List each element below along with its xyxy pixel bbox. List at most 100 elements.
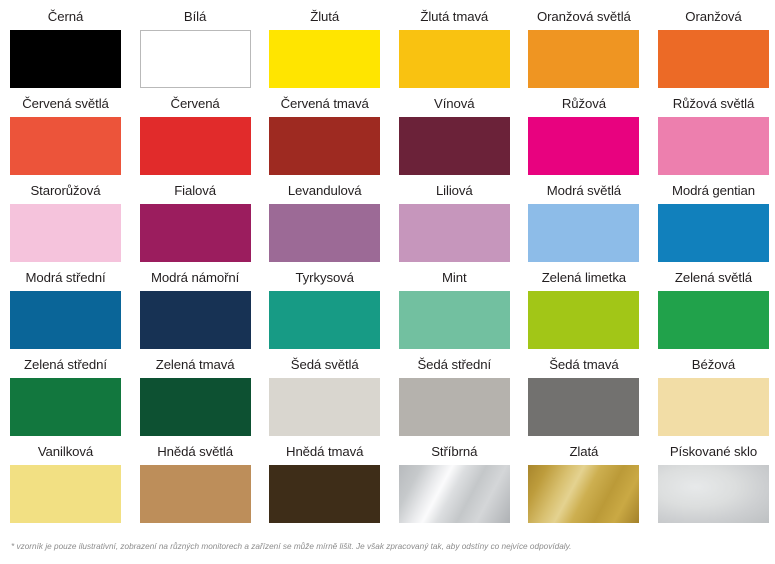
swatch-cell: Levandulová — [269, 178, 381, 265]
color-chip — [10, 465, 121, 523]
color-chip — [139, 465, 251, 523]
swatch-label: Modrá námořní — [151, 270, 240, 285]
swatch-label: Vínová — [434, 96, 475, 111]
swatch-cell: Oranžová světlá — [528, 4, 640, 91]
swatch-cell: Modrá gentian — [657, 178, 769, 265]
color-chip — [10, 117, 121, 175]
swatch-cell: Modrá námořní — [139, 265, 251, 352]
swatch-label: Hnědá světlá — [157, 444, 233, 459]
color-chip — [10, 291, 121, 349]
color-chip — [269, 30, 381, 88]
color-chip — [269, 291, 381, 349]
color-chip — [528, 204, 640, 262]
swatch-label: Žlutá — [310, 9, 340, 24]
swatch-cell: Šedá světlá — [269, 352, 381, 439]
color-chip — [528, 291, 640, 349]
swatch-cell: Červená tmavá — [269, 91, 381, 178]
color-chip — [528, 465, 640, 523]
swatch-label: Mint — [442, 270, 467, 285]
swatch-cell: Vínová — [398, 91, 510, 178]
swatch-cell: Zlatá — [528, 439, 640, 526]
color-chip — [398, 465, 510, 523]
color-chip — [269, 204, 381, 262]
swatch-cell: Zelená limetka — [528, 265, 640, 352]
swatch-cell: Mint — [398, 265, 510, 352]
color-chip — [657, 30, 769, 88]
color-chip — [269, 117, 381, 175]
swatch-cell: Zelená světlá — [657, 265, 769, 352]
swatch-cell: Bílá — [139, 4, 251, 91]
color-chip — [10, 30, 121, 88]
swatch-label: Oranžová — [685, 9, 742, 24]
swatch-cell: Červená světlá — [10, 91, 121, 178]
swatch-label: Šedá střední — [417, 357, 492, 372]
color-chip — [139, 30, 251, 88]
color-chip — [398, 378, 510, 436]
swatch-cell: Černá — [10, 4, 121, 91]
color-chip — [398, 291, 510, 349]
swatch-cell: Fialová — [139, 178, 251, 265]
color-chip — [139, 291, 251, 349]
color-chip — [398, 204, 510, 262]
swatch-cell: Šedá střední — [398, 352, 510, 439]
swatch-cell: Oranžová — [657, 4, 769, 91]
swatch-label: Červená — [170, 96, 220, 111]
color-chip — [10, 204, 121, 262]
swatch-label: Zlatá — [569, 444, 599, 459]
color-swatch-grid: Černá Bílá Žlutá Žlutá tmavá Oranžová světlá… — [10, 4, 769, 526]
color-chip — [269, 378, 381, 436]
color-chip — [528, 30, 640, 88]
swatch-label: Zelená střední — [24, 357, 107, 372]
swatch-cell: Pískované sklo — [657, 439, 769, 526]
swatch-label: Starorůžová — [30, 183, 101, 198]
swatch-cell: Stříbrná — [398, 439, 510, 526]
swatch-cell: Hnědá tmavá — [269, 439, 381, 526]
swatch-cell: Béžová — [657, 352, 769, 439]
swatch-cell: Modrá světlá — [528, 178, 640, 265]
footnote-disclaimer: * vzorník je pouze ilustrativní, zobraze… — [11, 542, 572, 551]
color-chip — [657, 117, 769, 175]
swatch-label: Červená světlá — [22, 96, 109, 111]
swatch-cell: Šedá tmavá — [528, 352, 640, 439]
swatch-cell: Modrá střední — [10, 265, 121, 352]
color-chip — [398, 30, 510, 88]
swatch-label: Pískované sklo — [669, 444, 758, 459]
color-chip — [139, 204, 251, 262]
swatch-label: Béžová — [691, 357, 736, 372]
swatch-label: Bílá — [183, 9, 207, 24]
swatch-label: Černá — [47, 9, 84, 24]
swatch-label: Růžová — [561, 96, 606, 111]
swatch-label: Hnědá tmavá — [286, 444, 364, 459]
color-chip — [528, 378, 640, 436]
swatch-label: Zelená světlá — [674, 270, 753, 285]
swatch-label: Fialová — [174, 183, 216, 198]
color-chip — [657, 204, 769, 262]
swatch-label: Růžová světlá — [672, 96, 755, 111]
color-chip — [139, 378, 251, 436]
swatch-cell: Růžová — [528, 91, 640, 178]
swatch-cell: Červená — [139, 91, 251, 178]
color-chip — [528, 117, 640, 175]
swatch-label: Žlutá tmavá — [420, 9, 489, 24]
swatch-cell: Růžová světlá — [657, 91, 769, 178]
swatch-cell: Žlutá tmavá — [398, 4, 510, 91]
swatch-label: Liliová — [435, 183, 473, 198]
swatch-cell: Žlutá — [269, 4, 381, 91]
swatch-label: Červená tmavá — [280, 96, 369, 111]
swatch-cell: Liliová — [398, 178, 510, 265]
swatch-cell: Starorůžová — [10, 178, 121, 265]
swatch-label: Modrá světlá — [546, 183, 622, 198]
swatch-label: Modrá gentian — [671, 183, 755, 198]
color-chip — [269, 465, 381, 523]
swatch-label: Modrá střední — [25, 270, 106, 285]
color-chip — [657, 378, 769, 436]
swatch-label: Šedá světlá — [290, 357, 359, 372]
swatch-label: Tyrkysová — [295, 270, 354, 285]
swatch-cell: Hnědá světlá — [139, 439, 251, 526]
color-chip — [10, 378, 121, 436]
swatch-label: Levandulová — [287, 183, 362, 198]
swatch-label: Zelená limetka — [541, 270, 627, 285]
swatch-label: Vanilková — [37, 444, 94, 459]
swatch-cell: Vanilková — [10, 439, 121, 526]
swatch-cell: Tyrkysová — [269, 265, 381, 352]
